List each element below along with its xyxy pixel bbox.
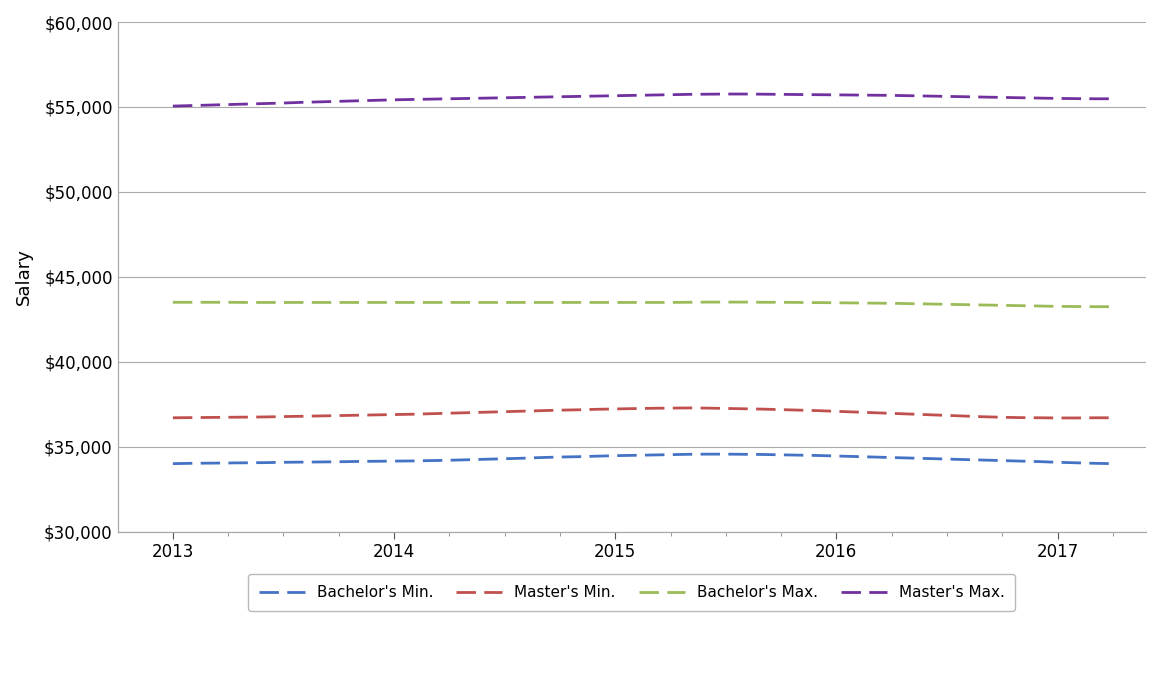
Legend: Bachelor's Min., Master's Min., Bachelor's Max., Master's Max.: Bachelor's Min., Master's Min., Bachelor… — [248, 574, 1016, 611]
Y-axis label: Salary: Salary — [15, 249, 33, 305]
